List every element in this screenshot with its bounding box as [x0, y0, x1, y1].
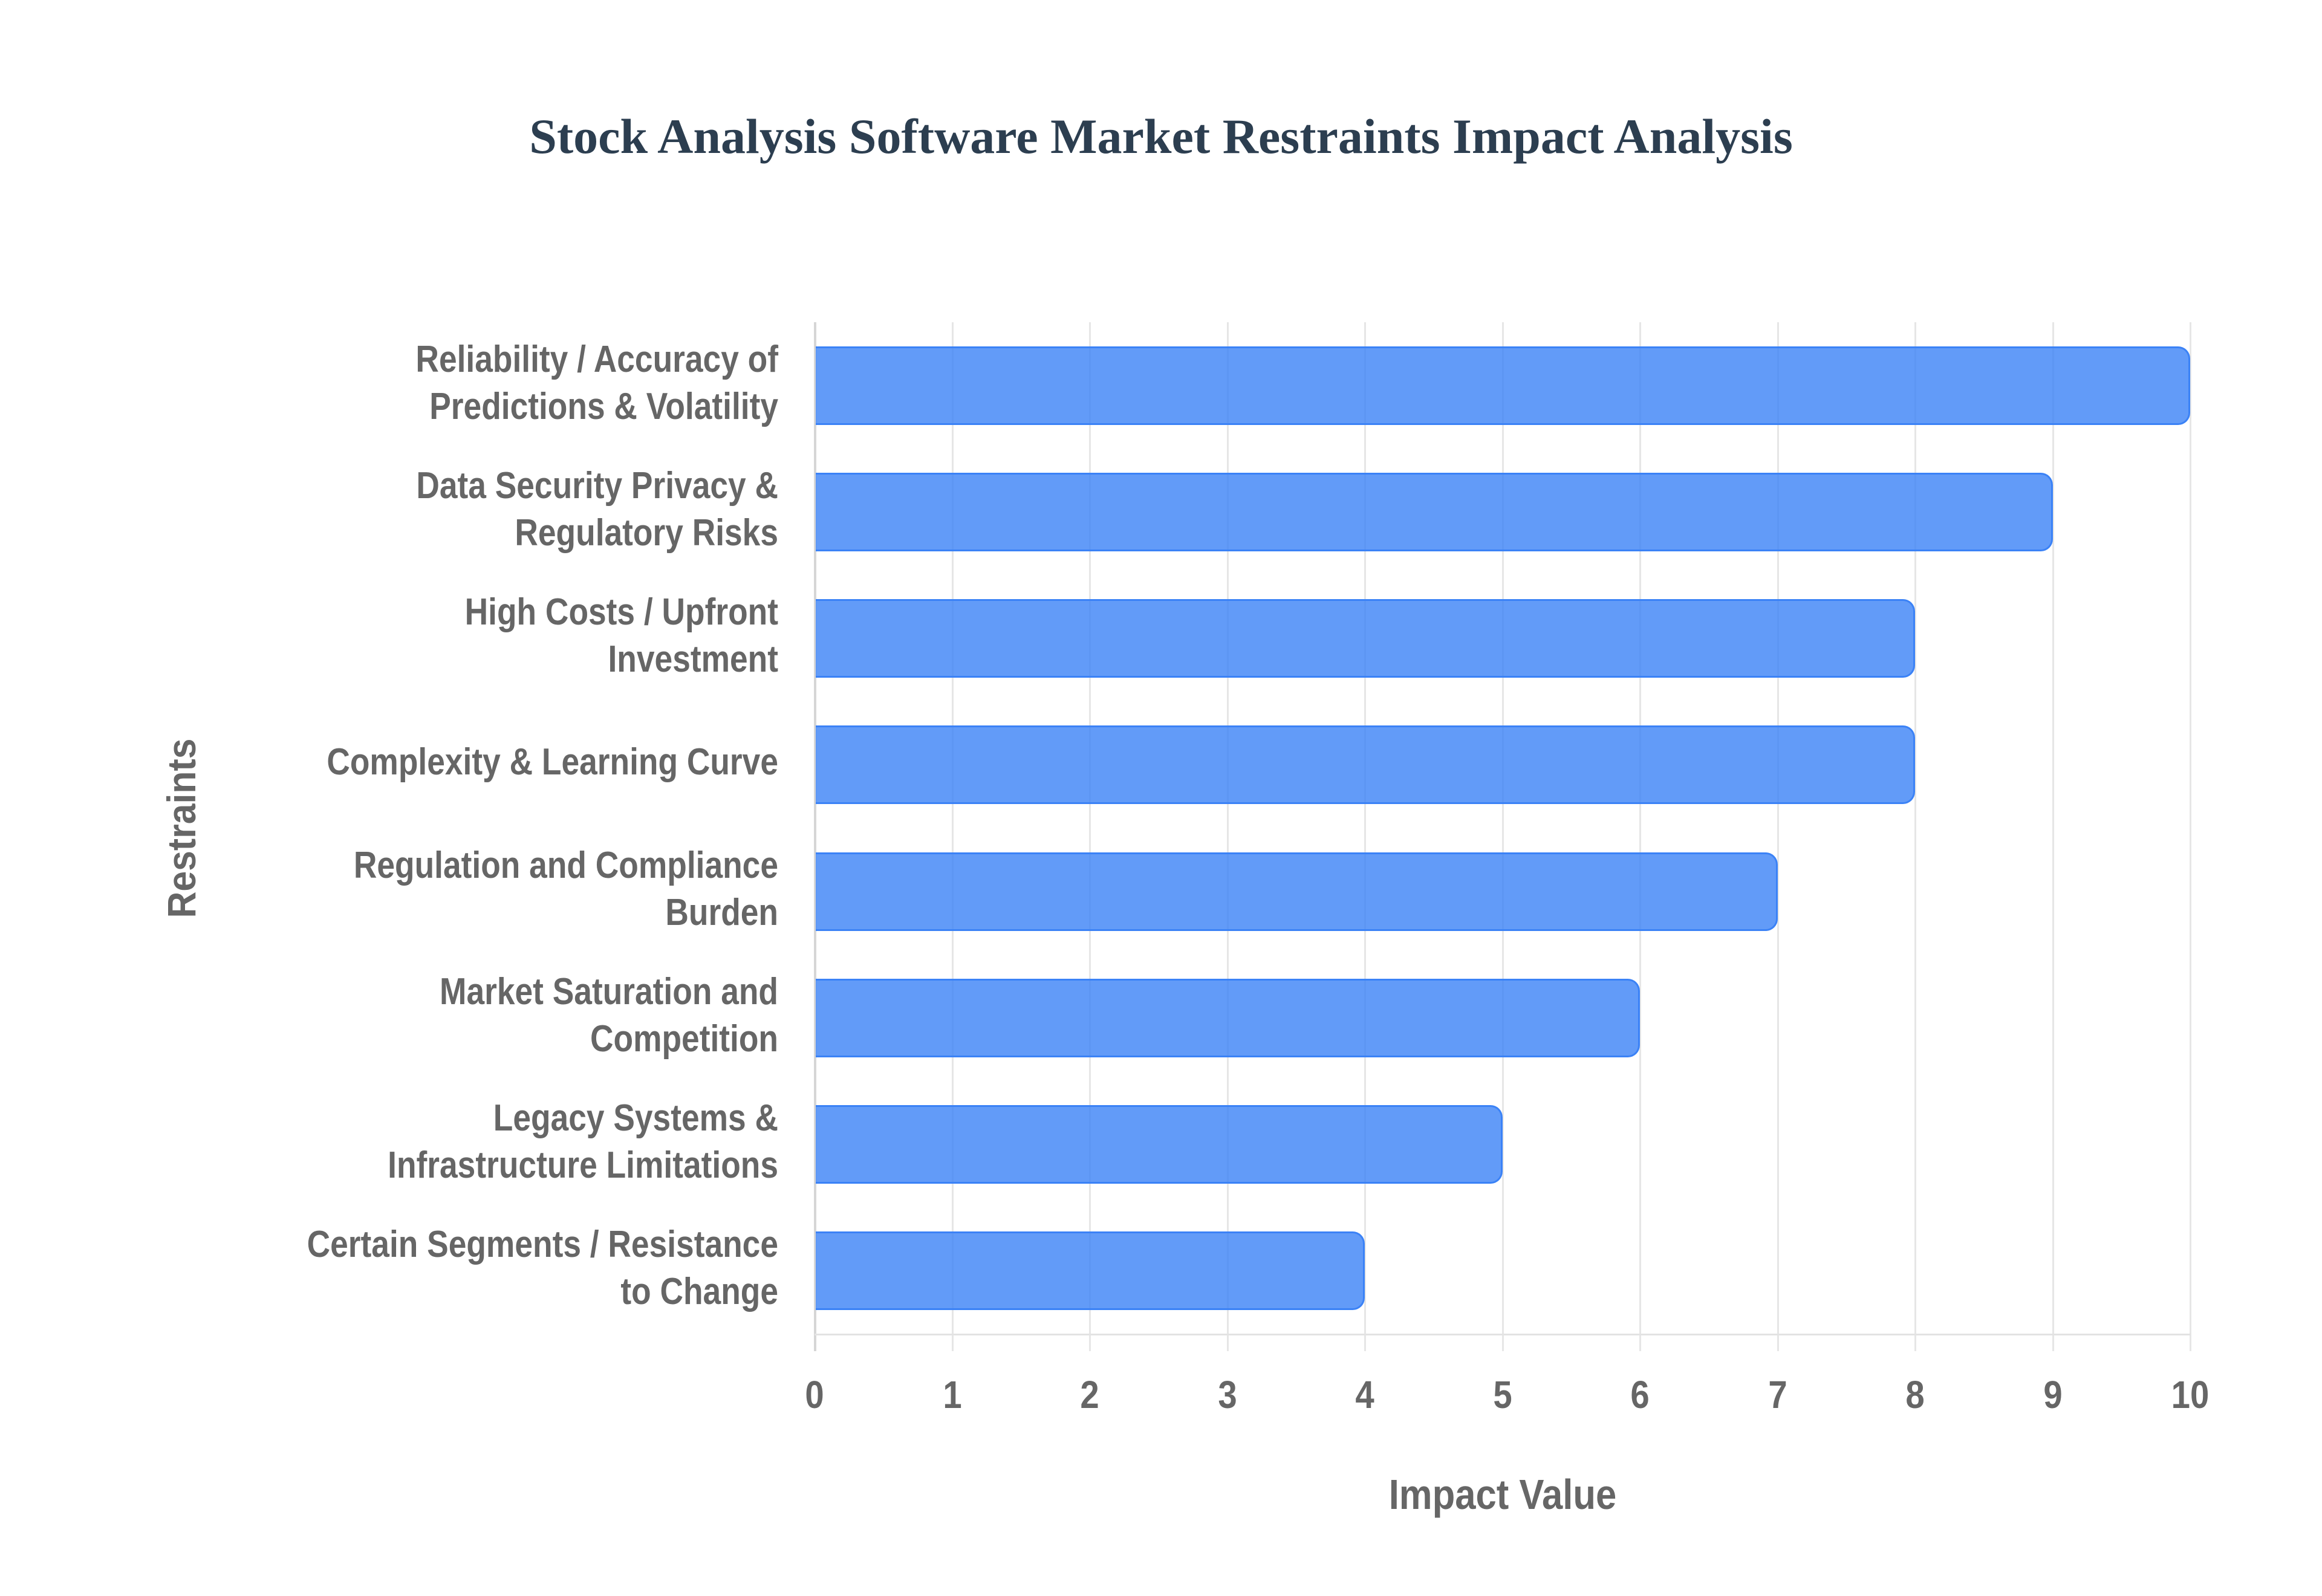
x-tick-label: 4 [1355, 1373, 1374, 1416]
x-tick-label: 3 [1217, 1373, 1237, 1416]
y-category-label-line: Regulatory Risks [515, 511, 778, 554]
x-tick-label: 10 [2171, 1373, 2210, 1416]
bar[interactable] [816, 472, 2053, 551]
x-axis-line [815, 1334, 2191, 1335]
y-category-label-line: Competition [590, 1017, 778, 1060]
y-category-label-line: Certain Segments / Resistance [307, 1224, 778, 1266]
y-axis-line [814, 322, 816, 1351]
x-tick-label: 0 [805, 1373, 824, 1416]
plot-area: 0 1 2 3 4 5 6 7 8 9 10 [805, 322, 2209, 1414]
y-category-label: Certain Segments / Resistance to Change [154, 1221, 778, 1315]
gridline [2052, 322, 2054, 1351]
gridline [1501, 322, 1504, 1351]
bar[interactable] [816, 346, 2190, 425]
gridline [1226, 322, 1229, 1351]
y-category-label-line: Predictions & Volatility [429, 385, 778, 427]
y-category-label-line: to Change [620, 1271, 778, 1313]
y-category-label: Market Saturation and Competition [154, 968, 778, 1063]
y-category-label: Complexity & Learning Curve [154, 739, 778, 786]
gridline [1089, 322, 1091, 1351]
bar[interactable] [816, 1105, 1503, 1184]
x-tick-label: 6 [1630, 1373, 1650, 1416]
gridline [1777, 322, 1779, 1351]
bar[interactable] [816, 599, 1915, 678]
gridline [1364, 322, 1366, 1351]
x-axis-title: Impact Value [1388, 1471, 1617, 1518]
bar[interactable] [816, 852, 1778, 931]
bar[interactable] [816, 978, 1640, 1057]
gridline [1639, 322, 1641, 1351]
gridline [951, 322, 954, 1351]
y-category-label-line: Burden [665, 891, 778, 933]
bar[interactable] [816, 725, 1915, 805]
y-category-label-line: Legacy Systems & [493, 1097, 778, 1140]
bar[interactable] [816, 1231, 1365, 1311]
y-category-label: Reliability / Accuracy of Predictions & V… [154, 336, 778, 430]
x-tick-label: 7 [1768, 1373, 1787, 1416]
y-category-label: Regulation and Compliance Burden [154, 842, 778, 936]
y-category-label-line: Investment [608, 638, 778, 681]
y-category-label: Legacy Systems & Infrastructure Limitatio… [154, 1095, 778, 1189]
x-tick-label: 8 [1905, 1373, 1925, 1416]
x-tick-label: 9 [2043, 1373, 2063, 1416]
x-tick-label: 1 [942, 1373, 962, 1416]
y-category-label-line: High Costs / Upfront [464, 591, 778, 634]
y-category-label-line: Infrastructure Limitations [388, 1144, 778, 1187]
x-tick-label: 5 [1492, 1373, 1512, 1416]
x-tick-label: 2 [1080, 1373, 1099, 1416]
gridline [2190, 322, 2191, 1351]
y-category-label: High Costs / Upfront Investment [154, 589, 778, 683]
y-category-label-line: Regulation and Compliance [353, 844, 778, 886]
y-category-label-line: Reliability / Accuracy of [415, 338, 778, 380]
gridline [1914, 322, 1916, 1351]
y-category-label: Data Security Privacy & Regulatory Risks [154, 462, 778, 557]
y-category-label-line: Complexity & Learning Curve [327, 741, 778, 783]
y-category-label-line: Data Security Privacy & [416, 464, 778, 507]
y-category-label-line: Market Saturation and [440, 970, 778, 1013]
chart-title: Stock Analysis Software Market Restraint… [529, 109, 1793, 164]
